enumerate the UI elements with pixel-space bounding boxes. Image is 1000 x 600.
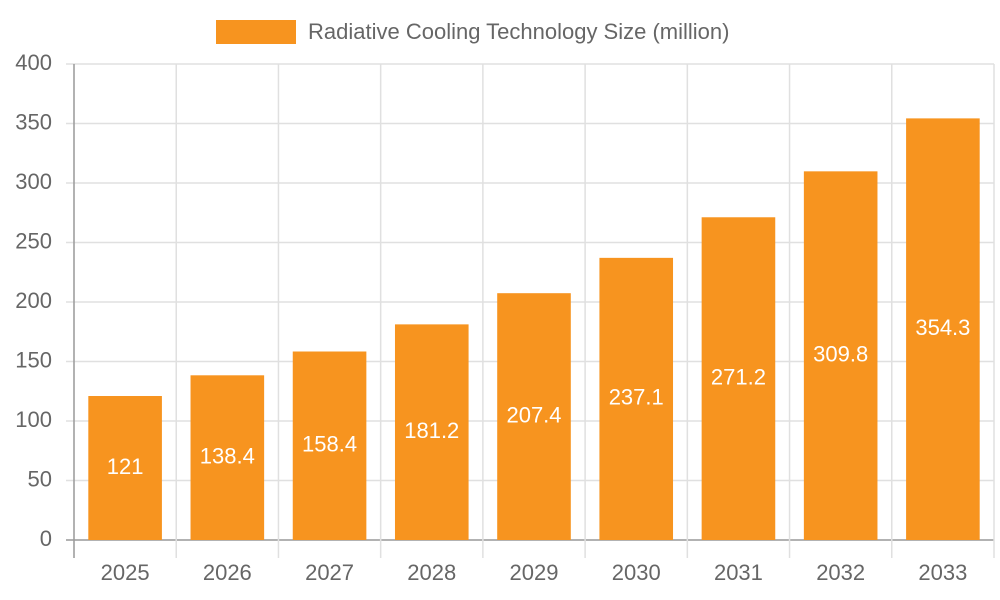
value-label: 138.4 bbox=[200, 443, 255, 468]
x-tick-label: 2033 bbox=[918, 560, 967, 585]
bar bbox=[803, 171, 878, 540]
bar bbox=[701, 217, 776, 540]
x-tick-label: 2030 bbox=[612, 560, 661, 585]
y-tick-label: 300 bbox=[15, 169, 52, 194]
y-tick-label: 400 bbox=[15, 50, 52, 75]
x-tick-label: 2032 bbox=[816, 560, 865, 585]
bar bbox=[906, 118, 980, 541]
y-tick-label: 250 bbox=[15, 228, 52, 253]
y-tick-label: 200 bbox=[15, 288, 52, 313]
value-label: 309.8 bbox=[813, 341, 868, 366]
bar bbox=[394, 324, 469, 540]
value-label: 271.2 bbox=[711, 364, 766, 389]
bar bbox=[599, 257, 674, 540]
x-tick-label: 2031 bbox=[714, 560, 763, 585]
value-label: 354.3 bbox=[915, 315, 970, 340]
y-tick-label: 350 bbox=[15, 109, 52, 134]
y-tick-label: 0 bbox=[40, 526, 52, 551]
bar bbox=[292, 351, 367, 540]
bar bbox=[497, 293, 571, 540]
bar bbox=[88, 396, 162, 540]
x-tick-label: 2025 bbox=[101, 560, 150, 585]
y-tick-label: 100 bbox=[15, 407, 52, 432]
x-tick-label: 2026 bbox=[203, 560, 252, 585]
y-tick-label: 150 bbox=[15, 347, 52, 372]
x-tick-label: 2027 bbox=[305, 560, 354, 585]
value-label: 181.2 bbox=[404, 418, 459, 443]
value-label: 207.4 bbox=[506, 402, 561, 427]
value-label: 158.4 bbox=[302, 432, 357, 457]
x-tick-label: 2029 bbox=[510, 560, 559, 585]
value-label: 237.1 bbox=[609, 385, 664, 410]
value-label: 121 bbox=[107, 454, 144, 479]
y-tick-label: 50 bbox=[28, 466, 52, 491]
legend-swatch bbox=[216, 20, 296, 44]
legend-label: Radiative Cooling Technology Size (milli… bbox=[308, 19, 729, 44]
x-tick-label: 2028 bbox=[407, 560, 456, 585]
bar bbox=[190, 375, 265, 540]
